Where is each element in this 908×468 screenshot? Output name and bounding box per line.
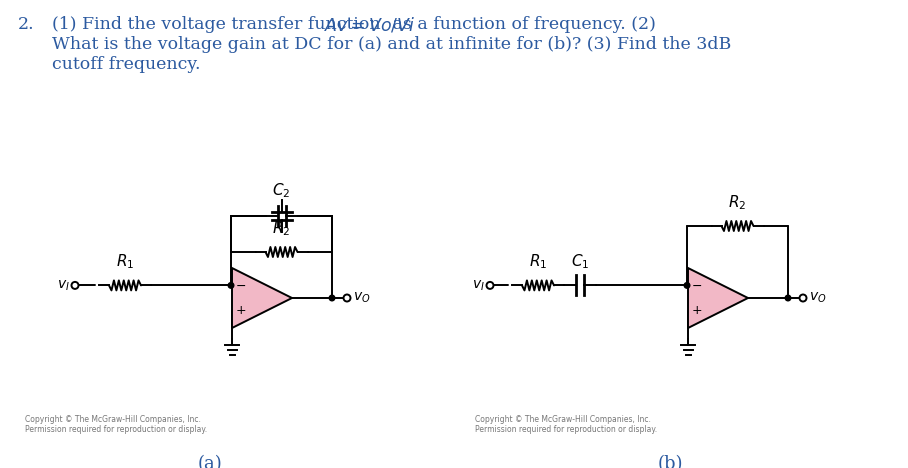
Text: $R_2$: $R_2$ xyxy=(728,193,746,212)
Text: $C_2$: $C_2$ xyxy=(272,181,291,200)
Text: $+$: $+$ xyxy=(691,304,703,317)
Text: Copyright © The McGraw-Hill Companies, Inc.
Permission required for reproduction: Copyright © The McGraw-Hill Companies, I… xyxy=(475,415,657,434)
Circle shape xyxy=(330,295,335,301)
Text: (a): (a) xyxy=(198,455,222,468)
Circle shape xyxy=(487,282,494,289)
Circle shape xyxy=(785,295,791,301)
Text: $\it{Av}$$\it{=Vo/Vi}$: $\it{Av}$$\it{=Vo/Vi}$ xyxy=(324,16,416,35)
Text: What is the voltage gain at DC for (a) and at infinite for (b)? (3) Find the 3dB: What is the voltage gain at DC for (a) a… xyxy=(52,36,731,53)
Circle shape xyxy=(343,294,350,301)
Text: 2.: 2. xyxy=(18,16,35,33)
Circle shape xyxy=(685,283,690,288)
Text: $v_O$: $v_O$ xyxy=(809,291,826,305)
Text: Copyright © The McGraw-Hill Companies, Inc.
Permission required for reproduction: Copyright © The McGraw-Hill Companies, I… xyxy=(25,415,207,434)
Polygon shape xyxy=(688,268,748,328)
Text: (b): (b) xyxy=(657,455,683,468)
Text: $R_1$: $R_1$ xyxy=(528,253,548,271)
Text: $v_O$: $v_O$ xyxy=(353,291,370,305)
Text: $v_I$: $v_I$ xyxy=(57,278,70,292)
Text: $R_2$: $R_2$ xyxy=(272,219,291,238)
Polygon shape xyxy=(232,268,292,328)
Text: $R_1$: $R_1$ xyxy=(116,253,134,271)
Text: (1) Find the voltage transfer function: (1) Find the voltage transfer function xyxy=(52,16,386,33)
Circle shape xyxy=(72,282,78,289)
Text: $-$: $-$ xyxy=(691,279,703,292)
Text: $-$: $-$ xyxy=(235,279,247,292)
Text: $C_1$: $C_1$ xyxy=(571,253,589,271)
Text: $v_I$: $v_I$ xyxy=(472,278,485,292)
Text: cutoff frequency.: cutoff frequency. xyxy=(52,56,201,73)
Circle shape xyxy=(228,283,233,288)
Text: $+$: $+$ xyxy=(235,304,247,317)
Text: as a function of frequency. (2): as a function of frequency. (2) xyxy=(387,16,656,33)
Circle shape xyxy=(800,294,806,301)
